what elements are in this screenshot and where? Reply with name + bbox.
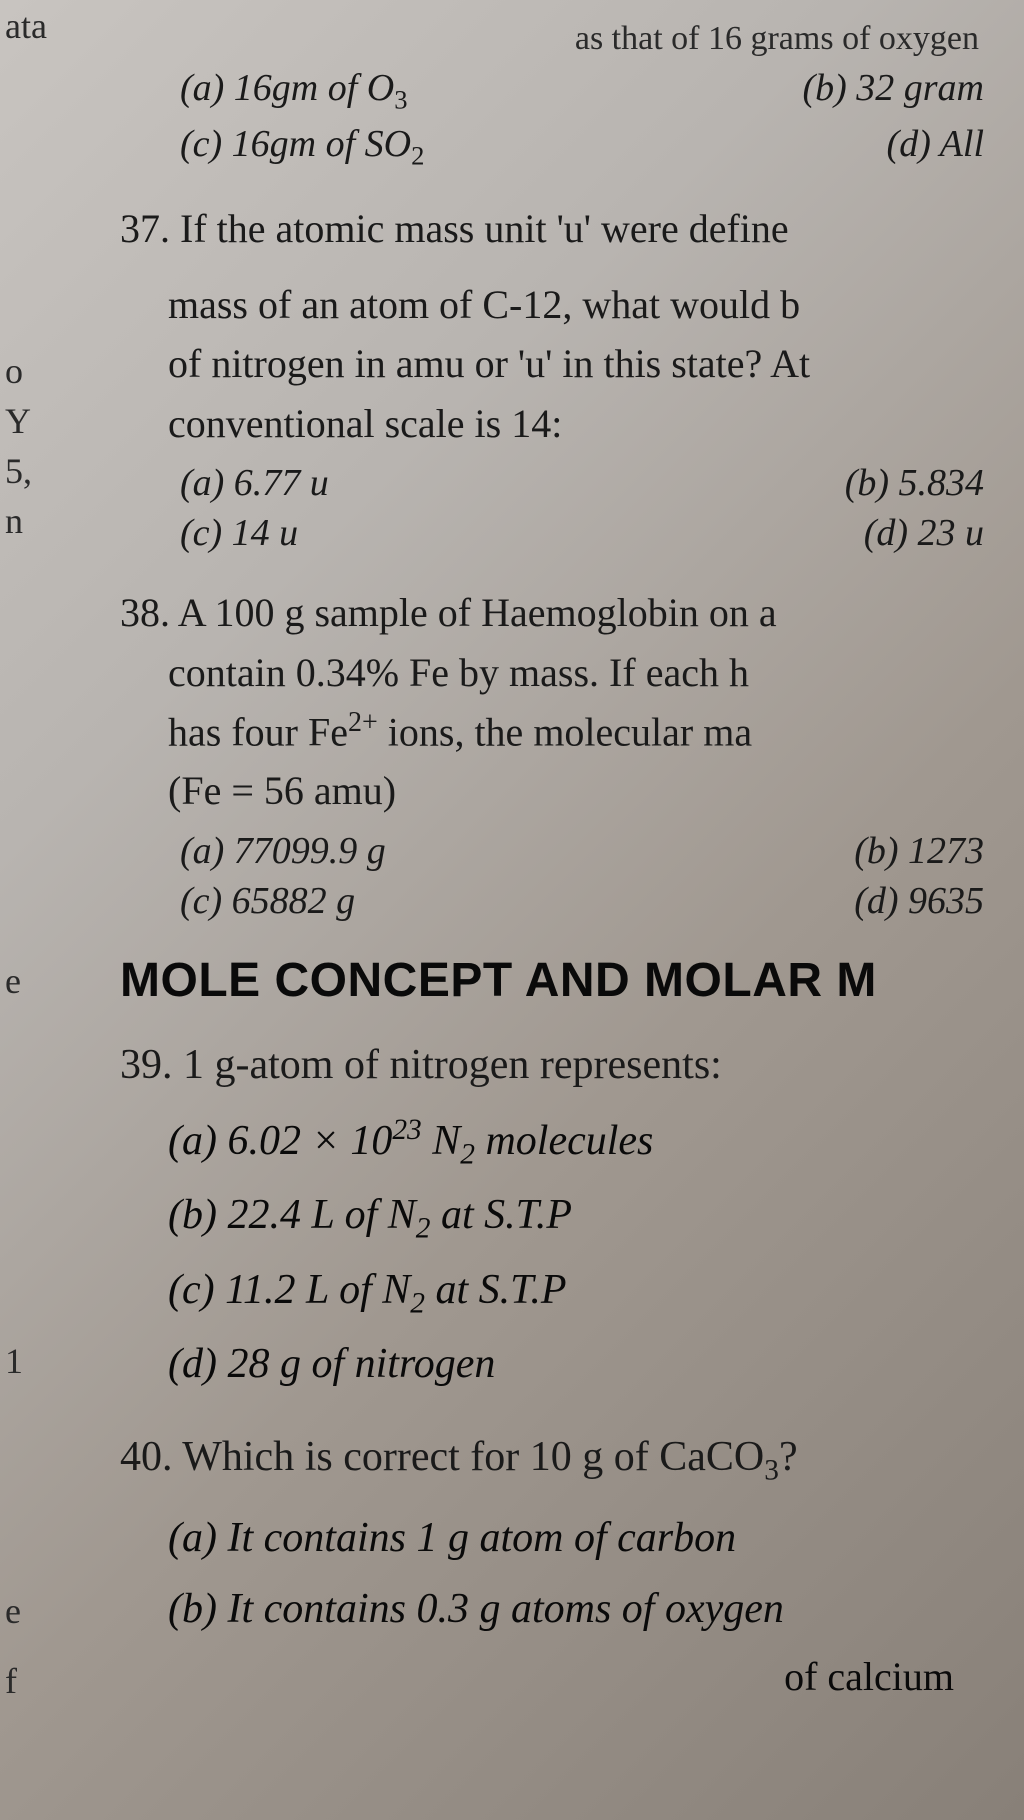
q39-option-b: (b) 22.4 L of N2 at S.T.P bbox=[168, 1182, 994, 1252]
margin-fragment-o: o bbox=[5, 350, 23, 392]
q37-option-d: (d) 23 u bbox=[582, 511, 994, 555]
q37-option-c: (c) 14 u bbox=[180, 511, 582, 555]
margin-fragment-ata: ata bbox=[5, 5, 47, 47]
margin-fragment-5: 5, bbox=[5, 450, 32, 492]
margin-fragment-e2: e bbox=[5, 1590, 21, 1632]
q38-line2: contain 0.34% Fe by mass. If each h bbox=[168, 643, 994, 702]
q39-block: 39. 1 g-atom of nitrogen represents: (a)… bbox=[120, 1034, 994, 1399]
q38-options-row-1: (a) 77099.9 g (b) 1273 bbox=[120, 829, 994, 873]
q40-block: 40. Which is correct for 10 g of CaCO3? … bbox=[120, 1426, 994, 1700]
q36-options-row-1: (a) 16gm of O3 (b) 32 gram bbox=[120, 66, 994, 116]
q40-text: 40. Which is correct for 10 g of CaCO3? bbox=[168, 1426, 994, 1493]
q36-option-c: (c) 16gm of SO2 bbox=[180, 122, 582, 172]
q38-number: 38. bbox=[120, 590, 170, 635]
q37-line1: If the atomic mass unit 'u' were define bbox=[180, 206, 789, 251]
margin-fragment-e: e bbox=[5, 960, 21, 1002]
q38-body: contain 0.34% Fe by mass. If each h has … bbox=[120, 643, 994, 821]
q39-option-c: (c) 11.2 L of N2 at S.T.P bbox=[168, 1257, 994, 1327]
q37-block: 37. If the atomic mass unit 'u' were def… bbox=[120, 199, 994, 555]
q37-body: mass of an atom of C-12, what would b of… bbox=[120, 275, 994, 453]
q39-options-list: (a) 6.02 × 1023 N2 molecules (b) 22.4 L … bbox=[120, 1107, 994, 1399]
section-header: MOLE CONCEPT AND MOLAR M bbox=[120, 953, 994, 1008]
q38-line4: (Fe = 56 amu) bbox=[168, 761, 994, 820]
q40-option-b: (b) It contains 0.3 g atoms of oxygen bbox=[168, 1576, 994, 1643]
q38-option-a: (a) 77099.9 g bbox=[180, 829, 582, 873]
q40-option-a: (a) It contains 1 g atom of carbon bbox=[168, 1505, 994, 1572]
q39-line1: 1 g-atom of nitrogen represents: bbox=[183, 1042, 722, 1088]
q39-text: 39. 1 g-atom of nitrogen represents: bbox=[168, 1034, 994, 1097]
q37-text: 37. If the atomic mass unit 'u' were def… bbox=[168, 199, 994, 259]
q40-number: 40. bbox=[120, 1434, 173, 1480]
margin-fragment-Y: Y bbox=[5, 400, 31, 442]
q38-option-b: (b) 1273 bbox=[582, 829, 994, 873]
q37-options-row-1: (a) 6.77 u (b) 5.834 bbox=[120, 461, 994, 505]
page-container: ata as that of 16 grams of oxygen (a) 16… bbox=[0, 0, 1024, 1748]
q39-option-d: (d) 28 g of nitrogen bbox=[168, 1331, 994, 1398]
q38-line1: A 100 g sample of Haemoglobin on a bbox=[178, 590, 777, 635]
q38-option-d: (d) 9635 bbox=[582, 879, 994, 923]
q40-fragment: of calcium bbox=[120, 1653, 994, 1700]
q37-number: 37. bbox=[120, 206, 170, 251]
q36-option-d: (d) All bbox=[582, 122, 994, 172]
q36-header-fragment: as that of 16 grams of oxygen bbox=[320, 20, 994, 58]
q39-option-a: (a) 6.02 × 1023 N2 molecules bbox=[168, 1107, 994, 1178]
margin-fragment-n: n bbox=[5, 500, 23, 542]
q38-block: 38. A 100 g sample of Haemoglobin on a c… bbox=[120, 583, 994, 923]
margin-fragment-f: f bbox=[5, 1660, 17, 1702]
q37-line3: of nitrogen in amu or 'u' in this state?… bbox=[168, 334, 994, 393]
q36-options-block: (a) 16gm of O3 (b) 32 gram (c) 16gm of S… bbox=[120, 66, 994, 171]
q40-line1: Which is correct for 10 g of CaCO3? bbox=[182, 1434, 797, 1480]
q37-line4: conventional scale is 14: bbox=[168, 394, 994, 453]
q37-option-a: (a) 6.77 u bbox=[180, 461, 582, 505]
q40-options-list: (a) It contains 1 g atom of carbon (b) I… bbox=[120, 1505, 994, 1643]
q38-option-c: (c) 65882 g bbox=[180, 879, 582, 923]
q37-options-row-2: (c) 14 u (d) 23 u bbox=[120, 511, 994, 555]
q38-line3: has four Fe2+ ions, the molecular ma bbox=[168, 702, 994, 762]
q39-number: 39. bbox=[120, 1042, 173, 1088]
q37-option-b: (b) 5.834 bbox=[582, 461, 994, 505]
q36-option-a: (a) 16gm of O3 bbox=[180, 66, 582, 116]
q36-option-b: (b) 32 gram bbox=[582, 66, 994, 116]
q38-text: 38. A 100 g sample of Haemoglobin on a bbox=[168, 583, 994, 643]
q38-options-row-2: (c) 65882 g (d) 9635 bbox=[120, 879, 994, 923]
q37-line2: mass of an atom of C-12, what would b bbox=[168, 275, 994, 334]
margin-fragment-1: 1 bbox=[5, 1340, 23, 1382]
q36-options-row-2: (c) 16gm of SO2 (d) All bbox=[120, 122, 994, 172]
